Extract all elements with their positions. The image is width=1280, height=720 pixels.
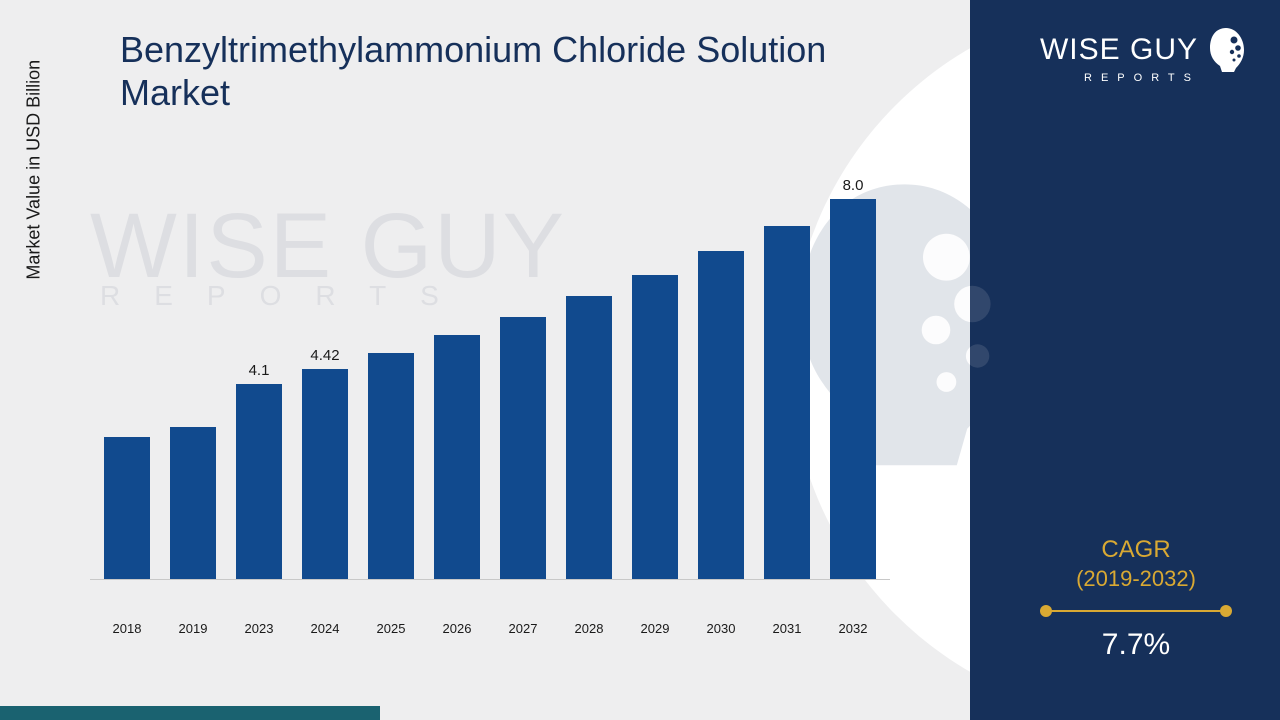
x-tick-label: 2030 bbox=[692, 621, 750, 636]
chart-container: Market Value in USD Billion 4.14.428.0 2… bbox=[72, 170, 892, 610]
x-tick-label: 2031 bbox=[758, 621, 816, 636]
bar-group bbox=[626, 253, 684, 579]
brand-logo: WISE GUY REPORTS bbox=[1040, 26, 1248, 84]
bar bbox=[170, 427, 216, 579]
x-tick-label: 2019 bbox=[164, 621, 222, 636]
logo-head-icon bbox=[1206, 26, 1248, 74]
bar-group bbox=[98, 415, 156, 580]
chart-title: Benzyltrimethylammonium Chloride Solutio… bbox=[120, 28, 840, 114]
cagr-box: CAGR (2019-2032) 7.7% bbox=[1046, 536, 1226, 662]
y-axis-label: Market Value in USD Billion bbox=[24, 60, 45, 280]
x-tick-label: 2024 bbox=[296, 621, 354, 636]
bar bbox=[632, 275, 678, 579]
logo-sub-text: REPORTS bbox=[1040, 72, 1200, 84]
bar-group bbox=[362, 331, 420, 579]
logo-main-text: WISE GUY bbox=[1040, 33, 1198, 67]
bar-group: 8.0 bbox=[824, 177, 882, 579]
x-tick-label: 2032 bbox=[824, 621, 882, 636]
bars-row: 4.1 4.42 8.0 bbox=[90, 170, 890, 579]
bar bbox=[236, 384, 282, 579]
bar bbox=[104, 437, 150, 580]
bar-group bbox=[560, 274, 618, 579]
bar-group bbox=[692, 229, 750, 579]
bar bbox=[830, 199, 876, 579]
bar bbox=[500, 317, 546, 579]
bar-group bbox=[494, 295, 552, 579]
x-tick-label: 2018 bbox=[98, 621, 156, 636]
x-tick-label: 2028 bbox=[560, 621, 618, 636]
bar-group: 4.1 bbox=[230, 362, 288, 579]
bar-value-label: 4.42 bbox=[310, 347, 339, 365]
bar bbox=[434, 335, 480, 579]
cagr-divider-line bbox=[1046, 610, 1226, 612]
bar-group: 4.42 bbox=[296, 347, 354, 579]
plot-area: 4.1 4.42 8.0 bbox=[90, 170, 890, 580]
bar-value-label: 8.0 bbox=[843, 177, 864, 195]
x-labels-row: 2018 2019 2023 2024 2025 2026 2027 2028 2029 2030… bbox=[90, 621, 890, 636]
bar bbox=[302, 369, 348, 579]
bar bbox=[566, 296, 612, 579]
logo-main-row: WISE GUY bbox=[1040, 26, 1248, 74]
bar-value-label: 4.1 bbox=[249, 362, 270, 380]
x-tick-label: 2029 bbox=[626, 621, 684, 636]
bar-group bbox=[758, 204, 816, 579]
bar bbox=[764, 226, 810, 579]
cagr-label: CAGR bbox=[1046, 536, 1226, 564]
x-tick-label: 2027 bbox=[494, 621, 552, 636]
bottom-accent-bar bbox=[0, 706, 380, 720]
bar-group bbox=[164, 405, 222, 579]
x-tick-label: 2025 bbox=[362, 621, 420, 636]
cagr-range: (2019-2032) bbox=[1046, 566, 1226, 592]
x-tick-label: 2023 bbox=[230, 621, 288, 636]
cagr-value: 7.7% bbox=[1046, 628, 1226, 662]
bar bbox=[368, 353, 414, 579]
bar bbox=[698, 251, 744, 579]
x-tick-label: 2026 bbox=[428, 621, 486, 636]
bar-group bbox=[428, 313, 486, 579]
